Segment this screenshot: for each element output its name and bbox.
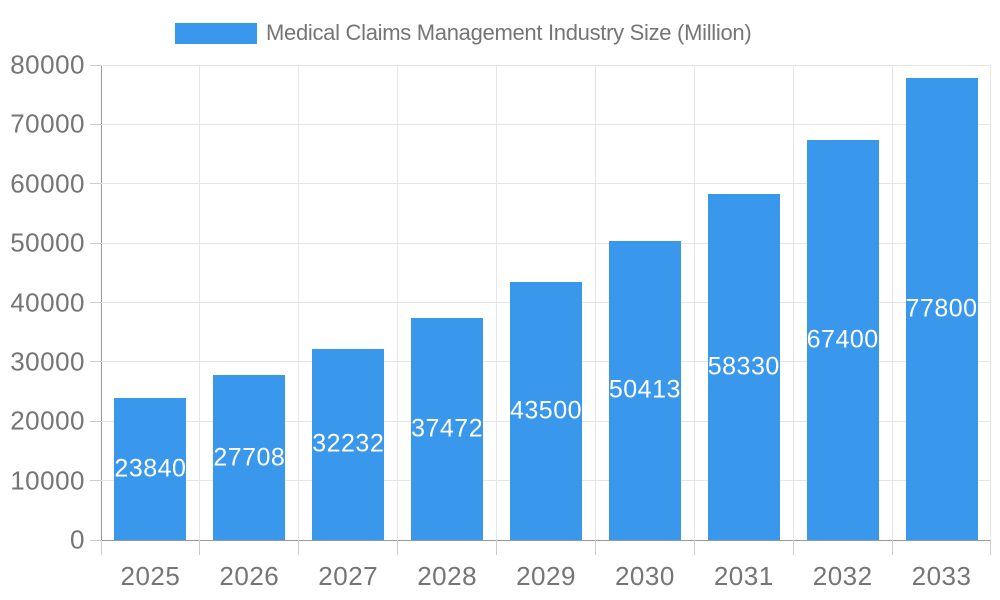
y-axis-tick (90, 539, 101, 541)
x-axis-tick (594, 540, 596, 555)
bar-2029[interactable] (510, 281, 582, 540)
bar-2025[interactable] (114, 398, 187, 540)
x-axis-tick (496, 540, 498, 555)
x-axis-tick (298, 540, 300, 555)
y-axis-tick (90, 64, 101, 66)
v-gridline (792, 65, 794, 540)
bar-2028[interactable] (411, 317, 484, 540)
v-gridline (199, 65, 201, 540)
y-axis-tick (90, 420, 101, 422)
x-axis-tick (891, 540, 893, 555)
legend-swatch-icon (175, 22, 257, 44)
bar-2026[interactable] (213, 375, 286, 540)
x-axis-tick-label: 2028 (417, 561, 478, 591)
v-gridline (989, 65, 991, 540)
legend-label: Medical Claims Management Industry Size … (266, 20, 752, 45)
y-axis-tick-label: 80000 (10, 49, 85, 80)
x-axis-tick-label: 2027 (318, 561, 379, 591)
h-gridline (101, 123, 991, 125)
y-axis-tick (90, 183, 101, 185)
x-axis-tick-label: 2030 (614, 561, 675, 591)
bar-2033[interactable] (905, 78, 978, 540)
x-axis-tick (100, 540, 102, 555)
x-axis-tick-label: 2032 (812, 561, 873, 591)
x-axis-tick-label: 2031 (713, 561, 774, 591)
chart-legend[interactable]: Medical Claims Management Industry Size … (175, 18, 752, 48)
x-axis-tick (792, 540, 794, 555)
bar-2032[interactable] (806, 139, 879, 540)
x-axis-tick (199, 540, 201, 555)
bar-2031[interactable] (707, 193, 780, 540)
plot-area: 0 10000 20000 30000 40000 50000 60000 70000 8000… (10, 50, 991, 591)
v-gridline (891, 65, 893, 540)
v-gridline (397, 65, 399, 540)
x-axis-tick-label: 2026 (219, 561, 280, 591)
y-axis-tick (90, 302, 101, 303)
y-axis-line (101, 65, 102, 555)
v-gridline (693, 65, 695, 540)
bar-2027[interactable] (312, 348, 385, 540)
x-axis-tick-label: 2033 (911, 561, 972, 591)
y-axis-tick (90, 242, 101, 244)
x-axis-tick (693, 540, 695, 555)
y-axis-tick-label: 0 (70, 524, 85, 555)
h-gridline (101, 64, 991, 66)
v-gridline (594, 65, 596, 540)
y-axis-tick-label: 20000 (10, 405, 85, 436)
y-axis-tick-label: 10000 (10, 465, 85, 496)
v-gridline (496, 65, 498, 540)
v-gridline (298, 65, 300, 540)
x-axis-tick-label: 2029 (516, 561, 576, 591)
y-axis-tick (90, 361, 101, 363)
y-axis-tick-label: 30000 (10, 346, 85, 377)
y-axis-tick (90, 480, 101, 482)
y-axis-tick-label: 70000 (10, 108, 85, 139)
x-axis-line (101, 540, 991, 541)
h-gridline (101, 242, 991, 244)
x-axis-tick (397, 540, 399, 555)
x-axis-tick-label: 2025 (120, 561, 181, 591)
h-gridline (101, 183, 991, 185)
y-axis-tick (90, 123, 101, 125)
y-axis-tick-label: 60000 (10, 168, 85, 199)
x-axis-tick (989, 540, 991, 555)
y-axis-tick-label: 50000 (10, 227, 85, 258)
y-axis-tick-label: 40000 (10, 287, 85, 317)
bar-2030[interactable] (608, 240, 681, 540)
